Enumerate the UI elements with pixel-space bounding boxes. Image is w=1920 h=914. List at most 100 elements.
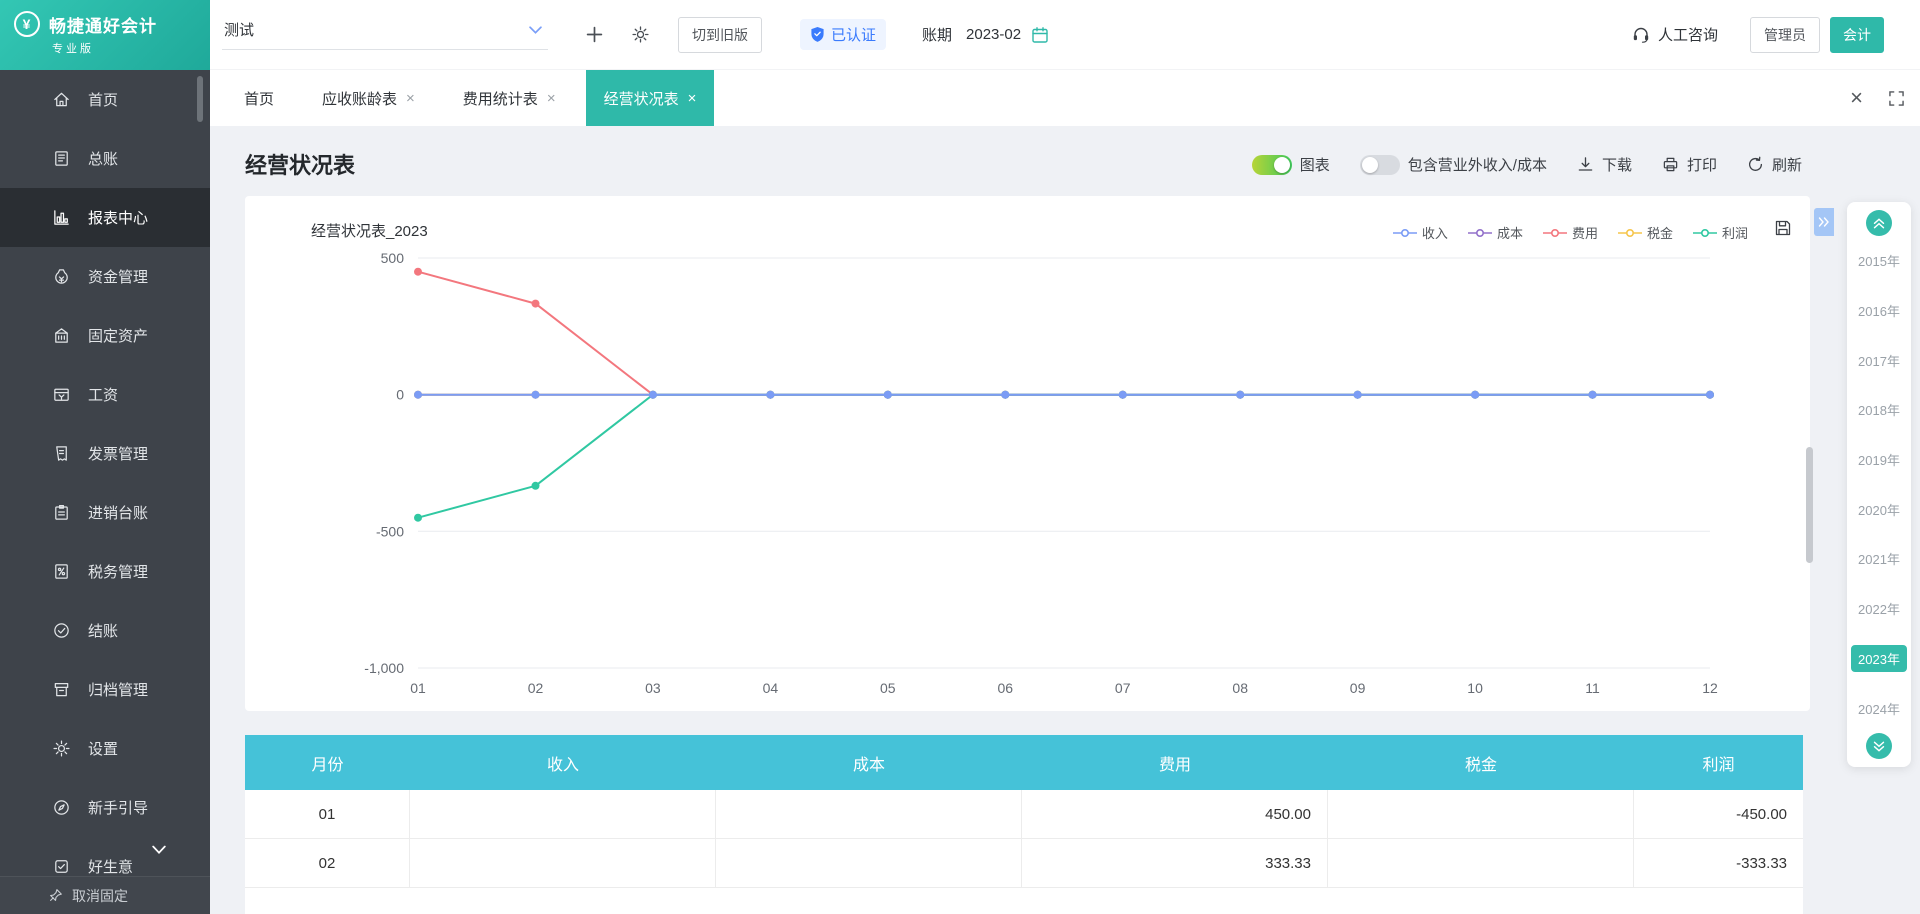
- legend-item-利润[interactable]: 利润: [1692, 223, 1748, 242]
- sidebar-item-固定资产[interactable]: 固定资产: [0, 306, 210, 365]
- admin-button[interactable]: 管理员: [1750, 16, 1820, 53]
- svg-text:03: 03: [645, 680, 661, 696]
- year-item-2024年[interactable]: 2024年: [1858, 701, 1900, 717]
- sidebar-more-icon[interactable]: [152, 845, 166, 855]
- table-cell: 450.00: [1022, 790, 1328, 838]
- table-cell: -450.00: [1736, 805, 1787, 823]
- svg-text:01: 01: [410, 680, 426, 696]
- year-item-2021年[interactable]: 2021年: [1858, 552, 1900, 568]
- tab-应收账龄表[interactable]: 应收账龄表 ×: [304, 70, 433, 126]
- legend-item-费用[interactable]: 费用: [1542, 223, 1598, 242]
- tab-费用统计表[interactable]: 费用统计表 ×: [445, 70, 574, 126]
- sidebar-item-发票管理[interactable]: 发票管理: [0, 424, 210, 483]
- double-chevron-up-icon: [1873, 217, 1885, 228]
- table-header-成本: 成本: [852, 756, 885, 774]
- print-button[interactable]: 打印: [1662, 154, 1717, 175]
- certified-badge[interactable]: 已认证: [800, 19, 887, 50]
- refresh-button[interactable]: 刷新: [1747, 154, 1802, 175]
- unpin-label: 取消固定: [72, 887, 128, 904]
- year-item-2019年[interactable]: 2019年: [1858, 453, 1900, 469]
- year-jump-down-button[interactable]: [1866, 733, 1892, 759]
- close-all-tabs-icon[interactable]: ×: [1850, 85, 1863, 110]
- app-icon: [55, 860, 68, 873]
- role-button[interactable]: 会计: [1830, 16, 1884, 53]
- download-button[interactable]: 下载: [1577, 154, 1632, 175]
- year-item-2015年[interactable]: 2015年: [1858, 254, 1900, 270]
- asset-icon: [55, 328, 68, 343]
- year-item-2022年[interactable]: 2022年: [1858, 602, 1900, 618]
- chart-toggle[interactable]: [1251, 154, 1292, 175]
- save-chart-icon[interactable]: [1774, 219, 1792, 237]
- content-scrollbar[interactable]: [1806, 447, 1813, 563]
- topbar: 测试 切到旧版 已认证 账期 2023-02 人工咨询 管理员 会计: [210, 0, 1920, 70]
- sidebar-item-label: 税务管理: [88, 564, 149, 581]
- table-cell: -333.33: [1736, 854, 1787, 872]
- sidebar-item-首页[interactable]: 首页: [0, 70, 210, 129]
- legend-item-成本[interactable]: 成本: [1467, 223, 1523, 242]
- chart-card: 经营状况表_2023 收入 成本 费用 税金 利润 500 0 -500 -1,000 01 02…: [245, 196, 1810, 711]
- switch-old-version-button[interactable]: 切到旧版: [678, 16, 762, 53]
- tab-label: 费用统计表: [462, 90, 538, 108]
- chart-title: 经营状况表_2023: [311, 223, 428, 240]
- table-header-月份: 月份: [311, 756, 344, 774]
- table-cell: [716, 839, 1022, 887]
- collapse-year-panel-button[interactable]: [1814, 208, 1834, 236]
- sidebar-item-报表中心[interactable]: 报表中心: [0, 188, 210, 247]
- tab-close-icon[interactable]: ×: [546, 89, 556, 107]
- headset-icon: [1633, 27, 1649, 43]
- table-cell: [1328, 839, 1634, 887]
- include-toggle-group: 包含营业外收入/成本: [1359, 154, 1547, 175]
- tab-close-icon[interactable]: ×: [687, 89, 697, 107]
- main-content: 经营状况表 图表 包含营业外收入/成本 下载 打印 刷新: [210, 126, 1920, 914]
- include-toggle[interactable]: [1359, 154, 1400, 175]
- sidebar-item-归档管理[interactable]: 归档管理: [0, 660, 210, 719]
- year-jump-up-button[interactable]: [1866, 210, 1892, 236]
- period-value[interactable]: 2023-02: [966, 26, 1022, 43]
- trade-icon: [55, 505, 68, 520]
- app-title: 畅捷通好会计: [49, 16, 157, 36]
- year-item-2020年[interactable]: 2020年: [1858, 502, 1900, 518]
- sidebar: ¥ 畅捷通好会计 专业版 首页 总账 报表中心 资金管理 固定资产 工资 发票管理 进销台账税…: [0, 0, 210, 914]
- sidebar-item-label: 进销台账: [88, 505, 149, 522]
- year-item-2017年[interactable]: 2017年: [1858, 353, 1900, 369]
- tab-经营状况表[interactable]: 经营状况表 ×: [585, 70, 715, 126]
- sidebar-item-设置[interactable]: 设置: [0, 719, 210, 778]
- sidebar-item-label: 资金管理: [88, 269, 149, 286]
- sidebar-scrollbar[interactable]: [197, 76, 203, 122]
- legend-label: 税金: [1646, 226, 1673, 241]
- chart-toggle-group: 图表: [1251, 154, 1330, 175]
- sidebar-item-总账[interactable]: 总账: [0, 129, 210, 188]
- legend-marker: [1617, 228, 1642, 237]
- year-item-2018年[interactable]: 2018年: [1858, 403, 1900, 419]
- year-item-2023年[interactable]: 2023年: [1851, 644, 1907, 672]
- sidebar-item-资金管理[interactable]: 资金管理: [0, 247, 210, 306]
- svg-text:-1,000: -1,000: [364, 660, 404, 676]
- tab-close-icon[interactable]: ×: [406, 89, 415, 107]
- fullscreen-icon[interactable]: [1889, 90, 1904, 106]
- table-cell: 333.33: [1022, 839, 1328, 887]
- sidebar-item-好生意[interactable]: 好生意: [0, 837, 210, 876]
- legend-item-税金[interactable]: 税金: [1617, 223, 1673, 242]
- sidebar-item-税务管理[interactable]: 税务管理: [0, 542, 210, 601]
- sidebar-item-工资[interactable]: 工资: [0, 365, 210, 424]
- table-cell: [410, 839, 716, 887]
- tab-首页[interactable]: 首页: [226, 70, 292, 126]
- year-item-2016年[interactable]: 2016年: [1858, 304, 1900, 320]
- sidebar-item-结账[interactable]: 结账: [0, 601, 210, 660]
- sidebar-item-label: 固定资产: [88, 328, 149, 345]
- legend-marker: [1467, 228, 1492, 237]
- sidebar-item-新手引导[interactable]: 新手引导: [0, 778, 210, 837]
- company-select[interactable]: 测试: [222, 19, 548, 50]
- unpin-button[interactable]: 取消固定: [0, 876, 210, 914]
- svg-text:02: 02: [528, 680, 544, 696]
- calendar-icon[interactable]: [1031, 26, 1049, 44]
- salary-icon: [54, 388, 69, 401]
- sidebar-item-进销台账[interactable]: 进销台账: [0, 483, 210, 542]
- gear-icon[interactable]: [631, 25, 650, 44]
- table-cell: [1328, 790, 1634, 838]
- legend-item-收入[interactable]: 收入: [1392, 223, 1448, 242]
- consult-button[interactable]: 人工咨询: [1632, 24, 1718, 45]
- double-chevron-down-icon: [1873, 741, 1885, 752]
- add-icon[interactable]: [586, 26, 603, 43]
- svg-text:07: 07: [1115, 680, 1131, 696]
